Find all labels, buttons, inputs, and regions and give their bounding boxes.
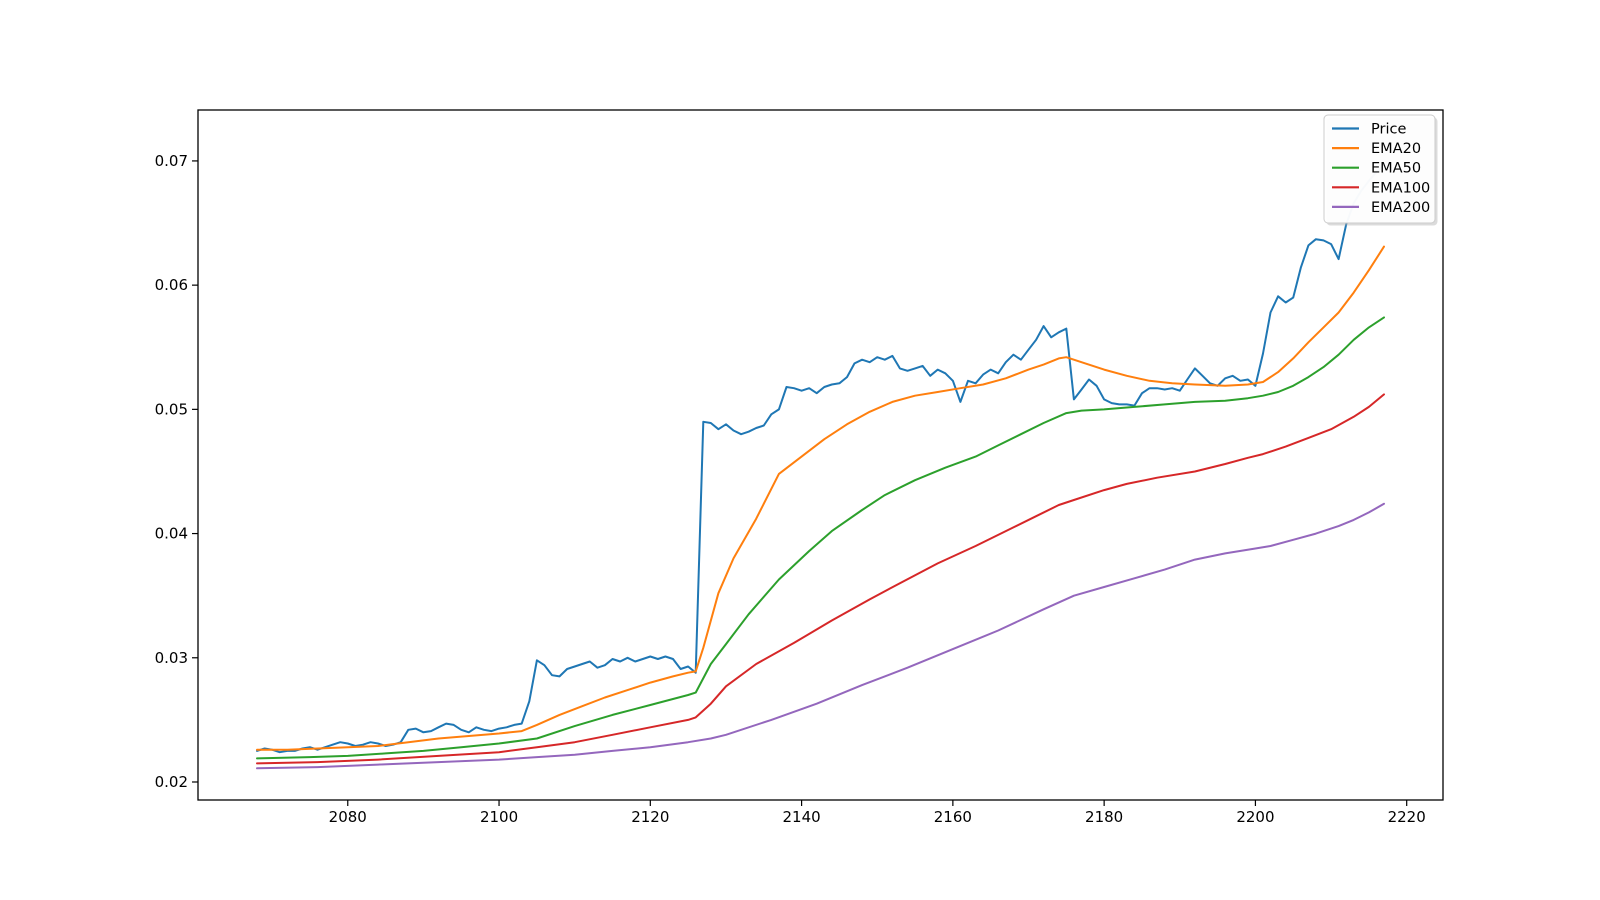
legend-item-ema20: EMA20 xyxy=(1332,141,1421,157)
x-tick-label: 2120 xyxy=(631,808,669,826)
x-tick-label: 2080 xyxy=(329,808,367,826)
legend-item-price: Price xyxy=(1332,122,1406,138)
x-tick-label: 2100 xyxy=(480,808,518,826)
plot-spines xyxy=(197,109,1444,801)
legend-item-ema200: EMA200 xyxy=(1332,200,1430,216)
x-tick-label: 2200 xyxy=(1236,808,1274,826)
y-tick-label: 0.07 xyxy=(155,152,188,170)
legend-label-ema200: EMA200 xyxy=(1371,200,1430,216)
legend-item-ema100: EMA100 xyxy=(1332,180,1430,196)
series-line-ema200 xyxy=(256,502,1385,770)
x-tick-label: 2160 xyxy=(934,808,972,826)
plot-area-border xyxy=(197,109,1444,801)
y-tick-label: 0.02 xyxy=(155,773,188,791)
legend-item-ema50: EMA50 xyxy=(1332,161,1421,177)
series-lines xyxy=(256,163,1385,770)
x-tick-label: 2220 xyxy=(1388,808,1426,826)
series-line-price xyxy=(256,163,1385,754)
x-tick-label: 2140 xyxy=(782,808,820,826)
legend-label-ema20: EMA20 xyxy=(1371,141,1421,157)
y-tick-label: 0.04 xyxy=(155,525,188,543)
series-line-ema50 xyxy=(256,316,1385,760)
y-tick-label: 0.06 xyxy=(155,276,188,294)
legend: Price EMA20 EMA50 EMA100 EMA200 xyxy=(1323,114,1438,226)
y-tick-label: 0.05 xyxy=(155,400,188,418)
axes-layer: 2080 2100 2120 2140 2160 2180 2200 2220 0.02 0.03… xyxy=(155,152,1426,826)
legend-label-price: Price xyxy=(1371,122,1406,138)
series-line-ema20 xyxy=(256,245,1385,751)
series-line-ema100 xyxy=(256,393,1385,765)
x-tick-label: 2180 xyxy=(1085,808,1123,826)
legend-frame xyxy=(1323,114,1436,224)
legend-label-ema100: EMA100 xyxy=(1371,180,1430,196)
legend-label-ema50: EMA50 xyxy=(1371,161,1421,177)
y-tick-label: 0.03 xyxy=(155,649,188,667)
